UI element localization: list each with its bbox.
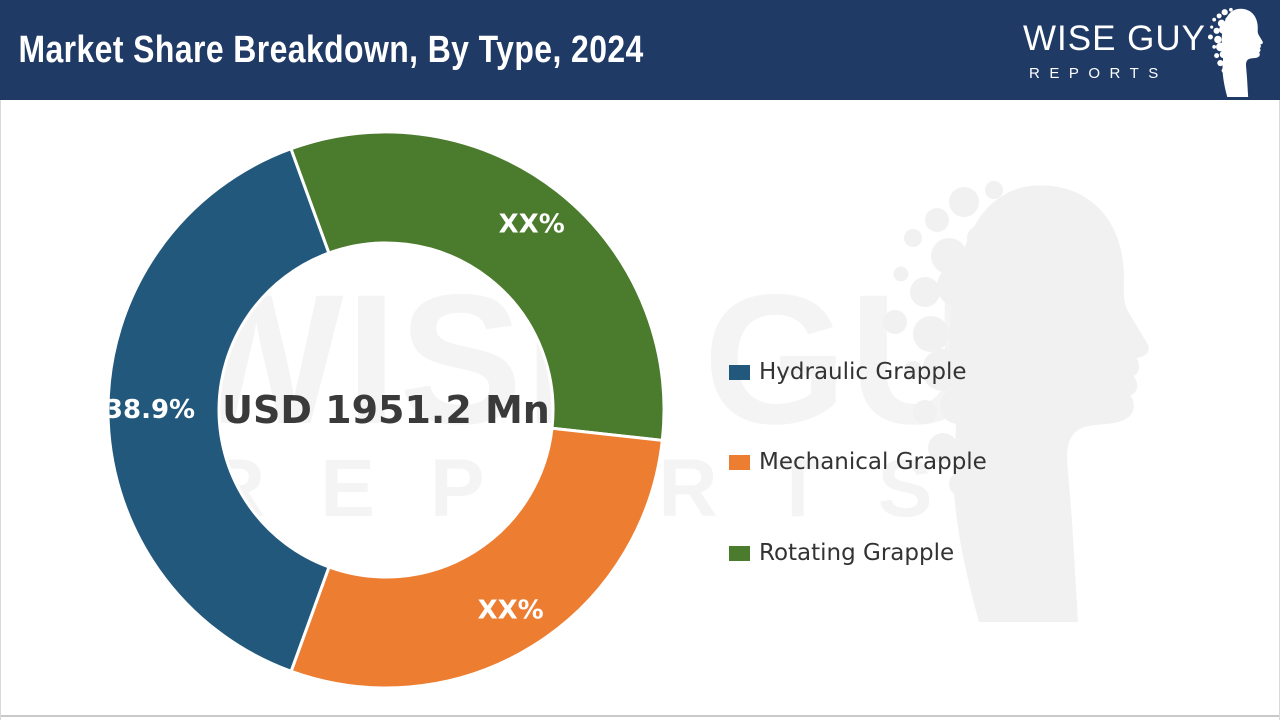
legend-item-hydraulic-grapple: Hydraulic Grapple bbox=[729, 360, 966, 384]
logo-face-icon bbox=[1207, 7, 1263, 97]
logo-subtext: REPORTS bbox=[1029, 65, 1168, 82]
donut-center-value: USD 1951.2 Mn bbox=[222, 388, 550, 432]
chart-area: WISE GUY REPORTS XX%XX%38.9%USD 1951.2 M… bbox=[0, 100, 1280, 720]
donut-segment-mechanical-grapple bbox=[289, 426, 664, 690]
page-title: Market Share Breakdown, By Type, 2024 bbox=[18, 28, 644, 71]
segment-label-hydraulic-grapple: 38.9% bbox=[105, 395, 195, 425]
legend-swatch-hydraulic bbox=[729, 364, 750, 380]
legend-label-mechanical: Mechanical Grapple bbox=[759, 449, 987, 475]
logo-wordmark: WISE GUY bbox=[1023, 19, 1206, 58]
legend-label-hydraulic: Hydraulic Grapple bbox=[759, 359, 967, 385]
legend-swatch-mechanical bbox=[729, 454, 750, 470]
legend-item-rotating-grapple: Rotating Grapple bbox=[729, 541, 954, 565]
segment-label-mechanical-grapple: XX% bbox=[478, 595, 544, 625]
legend-item-mechanical-grapple: Mechanical Grapple bbox=[729, 450, 987, 474]
donut-segment-rotating-grapple bbox=[288, 130, 666, 443]
legend-swatch-rotating bbox=[729, 545, 750, 561]
logo: WISE GUY REPORTS bbox=[1023, 7, 1263, 97]
segment-label-rotating-grapple: XX% bbox=[499, 209, 565, 239]
donut-segment-hydraulic-grapple bbox=[106, 146, 331, 674]
donut-chart: XX% XX% 38.9% USD 1951.2 Mn bbox=[105, 130, 666, 690]
header-bar: Market Share Breakdown, By Type, 2024 WI… bbox=[0, 0, 1280, 100]
legend-label-rotating: Rotating Grapple bbox=[759, 540, 955, 566]
bottom-divider bbox=[1, 715, 1279, 717]
